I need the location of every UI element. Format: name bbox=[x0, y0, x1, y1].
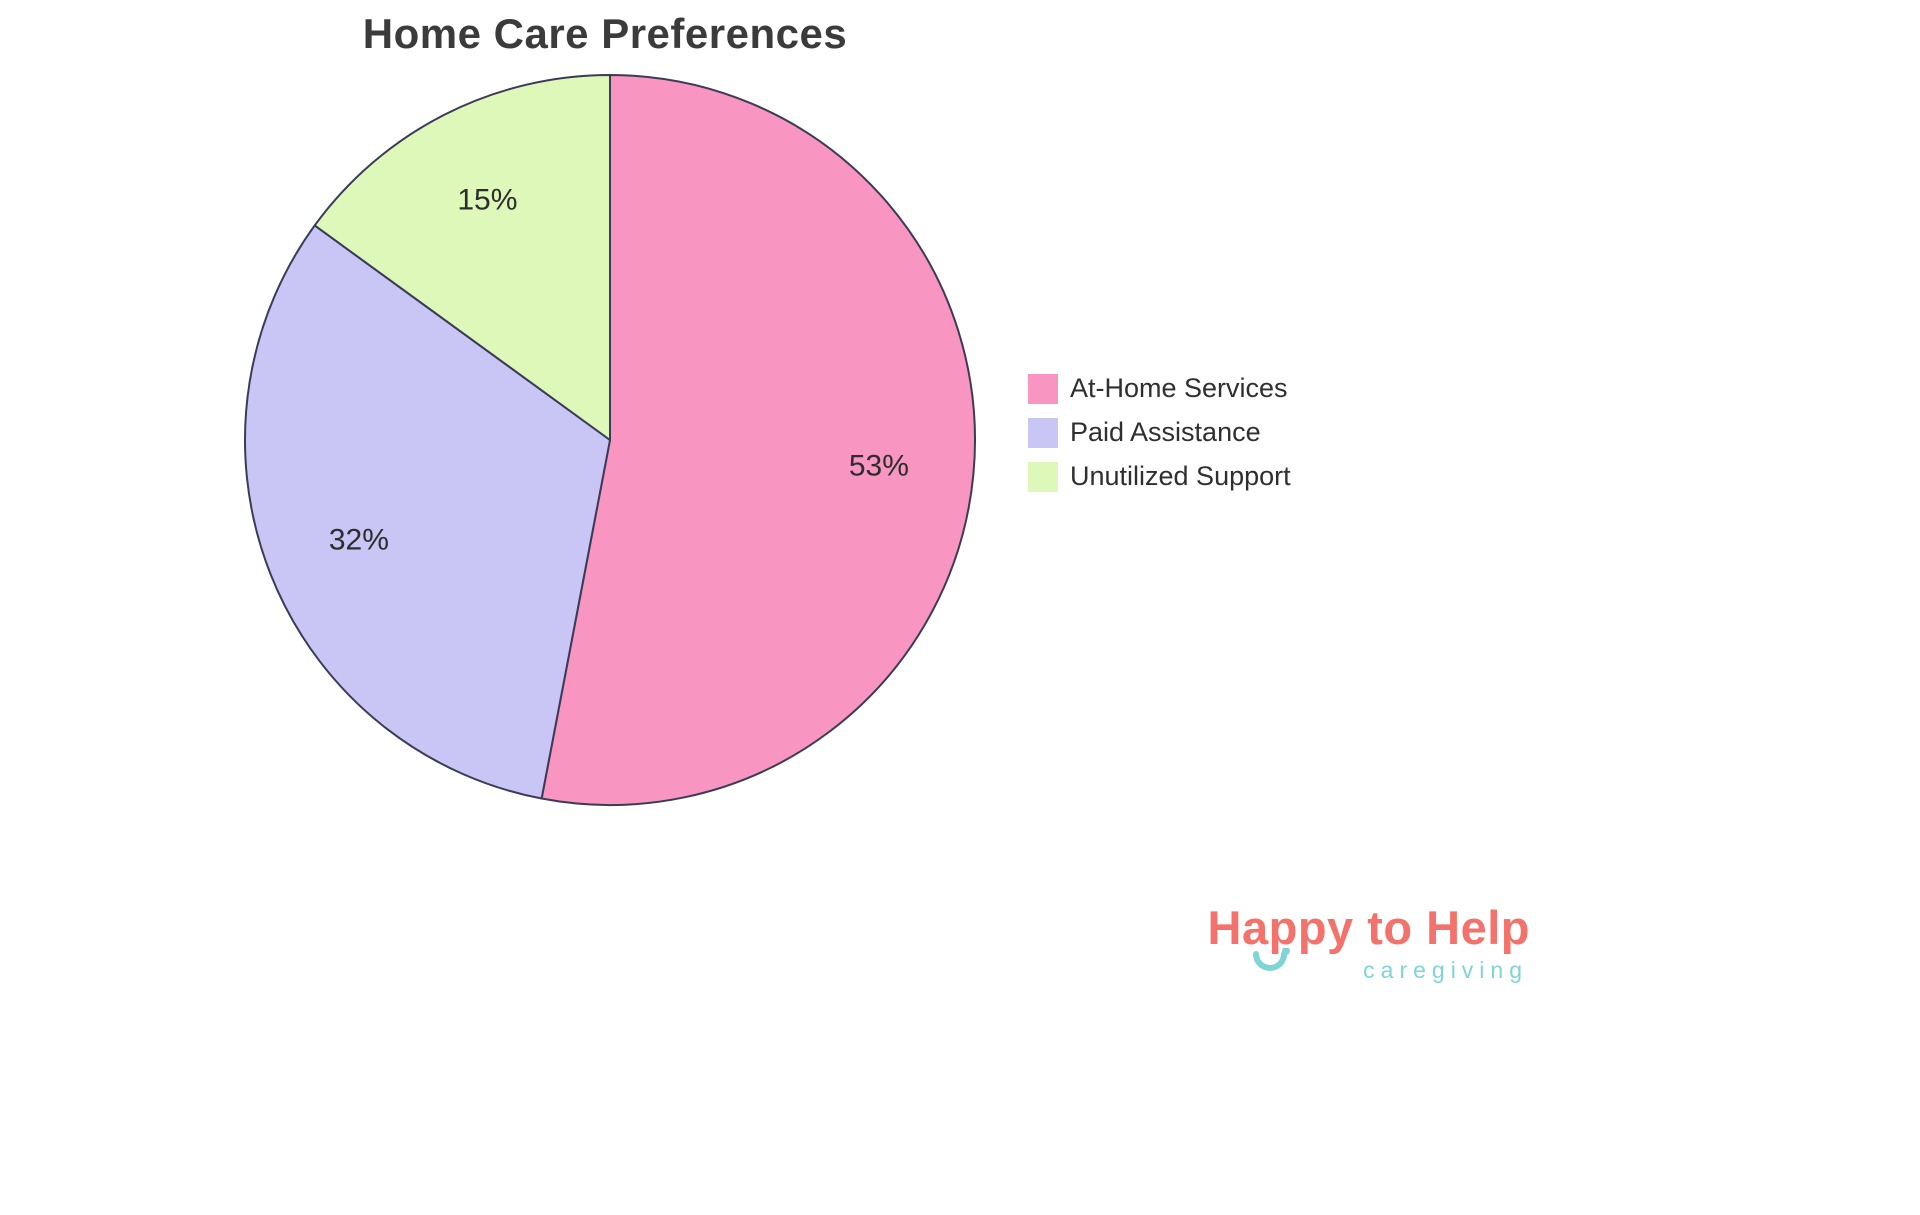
chart-title: Home Care Preferences bbox=[362, 10, 848, 57]
pie-percent-label: 53% bbox=[849, 449, 909, 482]
brand-logo: Happy to Help caregiving bbox=[1140, 900, 1530, 984]
legend-label: Paid Assistance bbox=[1070, 417, 1261, 447]
brand-name: Happy to Help bbox=[1207, 901, 1530, 954]
brand-tagline: caregiving bbox=[1363, 957, 1528, 983]
legend-item-at-home-services: At-Home Services bbox=[1028, 373, 1291, 404]
pie-percent-label: 32% bbox=[329, 523, 389, 556]
chart-legend: At-Home Services Paid Assistance Unutili… bbox=[1028, 373, 1291, 505]
legend-item-unutilized-support: Unutilized Support bbox=[1028, 461, 1291, 492]
legend-swatch-paid-assistance bbox=[1028, 417, 1058, 448]
legend-swatch-unutilized-support bbox=[1028, 461, 1058, 492]
legend-item-paid-assistance: Paid Assistance bbox=[1028, 417, 1291, 448]
pie-percent-label: 15% bbox=[457, 183, 517, 216]
smile-icon bbox=[1253, 948, 1290, 971]
pie-slice-at-home-services bbox=[540, 74, 976, 806]
legend-label: Unutilized Support bbox=[1070, 461, 1291, 491]
legend-label: At-Home Services bbox=[1070, 373, 1288, 403]
pie-slice-paid-assistance bbox=[244, 224, 611, 800]
legend-swatch-at-home-services bbox=[1028, 373, 1058, 404]
pie-slice-unutilized-support bbox=[313, 74, 611, 441]
